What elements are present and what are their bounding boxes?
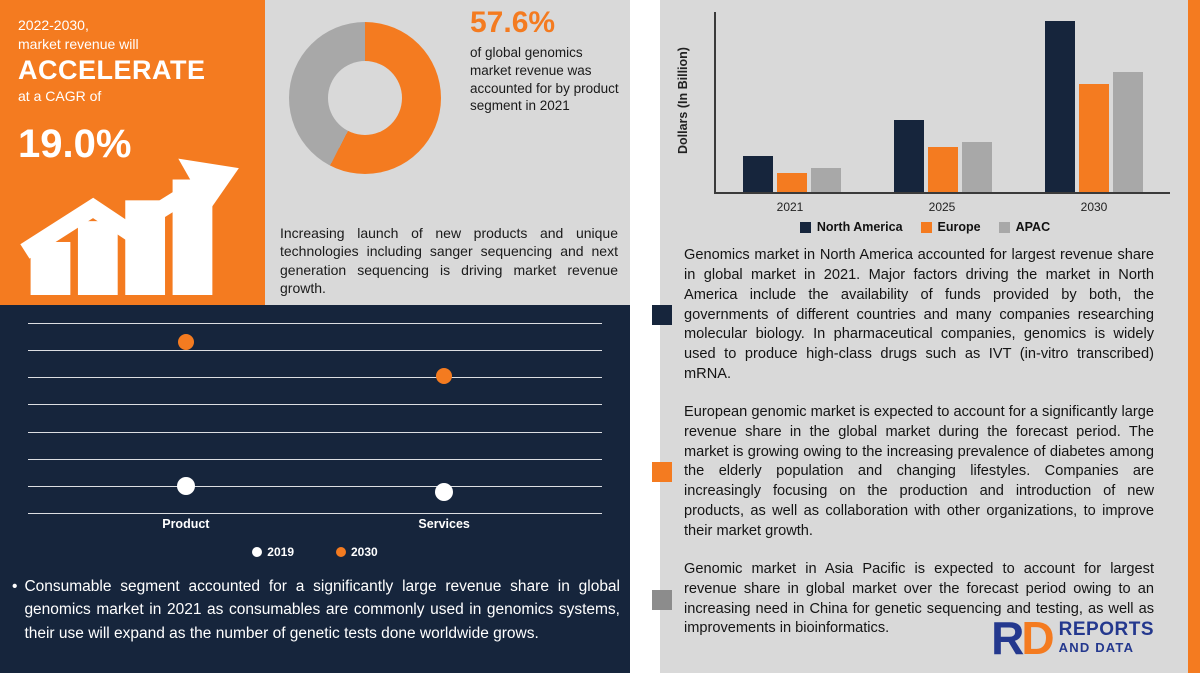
cagr-panel: 2022-2030, market revenue will ACCELERAT…	[0, 0, 265, 305]
bar-north-america-2021	[742, 156, 773, 192]
bar-europe-2025	[927, 147, 958, 192]
logo-text: REPORTS AND DATA	[1058, 619, 1154, 656]
logo-letter-d: D	[1021, 612, 1054, 664]
dot-2030-services	[436, 368, 453, 385]
bar-group-2030	[1045, 12, 1144, 192]
bar-category-label-2025: 2025	[928, 200, 956, 214]
product-share-percent: 57.6%	[470, 6, 556, 39]
bar-north-america-2025	[893, 120, 924, 192]
legend-label-2019: 2019	[267, 545, 294, 559]
gridline	[28, 485, 602, 487]
legend-item-apac: APAC	[998, 220, 1051, 234]
gridline	[28, 458, 602, 460]
dot-plot-category-labels: Product Services	[28, 517, 602, 533]
region-bullet-north-america	[652, 305, 672, 326]
legend-label-2030: 2030	[351, 545, 378, 559]
bar-apac-2030	[1113, 72, 1144, 192]
region-north-america: Genomics market in North America account…	[652, 246, 1188, 385]
bar-group-2021	[742, 12, 841, 192]
legend-label-north-america: North America	[816, 220, 903, 234]
dot-2019-product	[176, 477, 195, 496]
region-bullet-apac	[652, 589, 672, 610]
region-apac: Genomic market in Asia Pacific is expect…	[652, 560, 1188, 639]
bar-chart-y-axis-label: Dollars (In Billion)	[676, 47, 690, 155]
gridline	[28, 323, 602, 324]
region-text-europe: European genomic market is expected to a…	[684, 403, 1154, 539]
consumable-segment-note: • Consumable segment accounted for a sig…	[12, 575, 620, 645]
bar-group-2025	[893, 12, 992, 192]
gridline	[28, 513, 602, 514]
legend-swatch-2019	[252, 547, 263, 557]
legend-swatch-north-america	[799, 221, 811, 233]
bar-europe-2030	[1079, 84, 1110, 192]
dot-2030-product	[177, 334, 194, 350]
bar-apac-2025	[961, 142, 992, 192]
bar-category-label-2021: 2021	[776, 200, 804, 214]
logo-letter-r: R	[991, 612, 1024, 664]
segment-panel: Product Services 2019 2030 • Consumable …	[0, 305, 630, 673]
legend-item-europe: Europe	[920, 220, 981, 234]
region-europe: European genomic market is expected to a…	[652, 403, 1188, 542]
donut-chart	[289, 22, 441, 174]
growth-chart-arrow-icon	[20, 158, 239, 295]
bar-plot	[714, 12, 1170, 194]
region-summaries: Genomics market in North America account…	[652, 246, 1188, 657]
region-text-north-america: Genomics market in North America account…	[684, 247, 1154, 383]
regional-panel: Dollars (In Billion) 2021 2025 2030 North …	[652, 0, 1188, 673]
reports-and-data-logo: RD REPORTS AND DATA	[991, 615, 1154, 661]
right-edge-accent-strip	[1188, 0, 1200, 673]
cagr-period: 2022-2030,	[18, 17, 89, 33]
legend-item-2030: 2030	[336, 545, 378, 559]
legend-item-north-america: North America	[799, 220, 903, 234]
gridline	[28, 350, 602, 352]
bar-category-label-2030: 2030	[1080, 200, 1108, 214]
bar-north-america-2030	[1045, 20, 1076, 192]
dot-plot-area	[28, 323, 602, 514]
legend-swatch-europe	[920, 221, 932, 233]
dot-plot-legend: 2019 2030	[0, 545, 630, 559]
market-driver-note: Increasing launch of new products and un…	[280, 225, 618, 297]
cagr-line2: market revenue will	[18, 35, 139, 52]
product-share-panel: 57.6% of global genomics market revenue …	[265, 0, 630, 305]
logo-line2: AND DATA	[1058, 640, 1135, 656]
gridline	[28, 404, 602, 406]
gridline	[28, 431, 602, 433]
cagr-value: 19.0%	[18, 121, 132, 166]
dot-category-product: Product	[162, 517, 210, 531]
region-bullet-europe	[652, 462, 672, 483]
dot-2019-services	[435, 483, 454, 502]
product-share-caption: of global genomics market revenue was ac…	[470, 45, 619, 114]
cagr-line4: at a CAGR of	[18, 87, 102, 104]
legend-label-apac: APAC	[1015, 220, 1051, 234]
regional-bar-chart: Dollars (In Billion) 2021 2025 2030 North …	[672, 8, 1178, 240]
bar-europe-2021	[776, 173, 807, 192]
legend-label-europe: Europe	[937, 220, 981, 234]
logo-line1: REPORTS	[1058, 619, 1154, 641]
bullet-dot: •	[12, 578, 18, 595]
bar-chart-legend: North America Europe APAC	[672, 220, 1178, 234]
consumable-segment-text: Consumable segment accounted for a signi…	[24, 578, 620, 642]
gridline	[28, 377, 602, 379]
legend-item-2019: 2019	[252, 545, 294, 559]
legend-swatch-2030	[336, 547, 346, 557]
bar-cats: 2021 2025 2030	[714, 200, 1170, 214]
region-text-apac: Genomic market in Asia Pacific is expect…	[684, 560, 1154, 637]
cagr-accelerate-text: ACCELERATE	[18, 54, 206, 85]
bar-apac-2021	[810, 168, 841, 192]
legend-swatch-apac	[998, 221, 1010, 233]
logo-monogram: RD	[991, 612, 1054, 664]
dot-category-services: Services	[418, 517, 470, 531]
